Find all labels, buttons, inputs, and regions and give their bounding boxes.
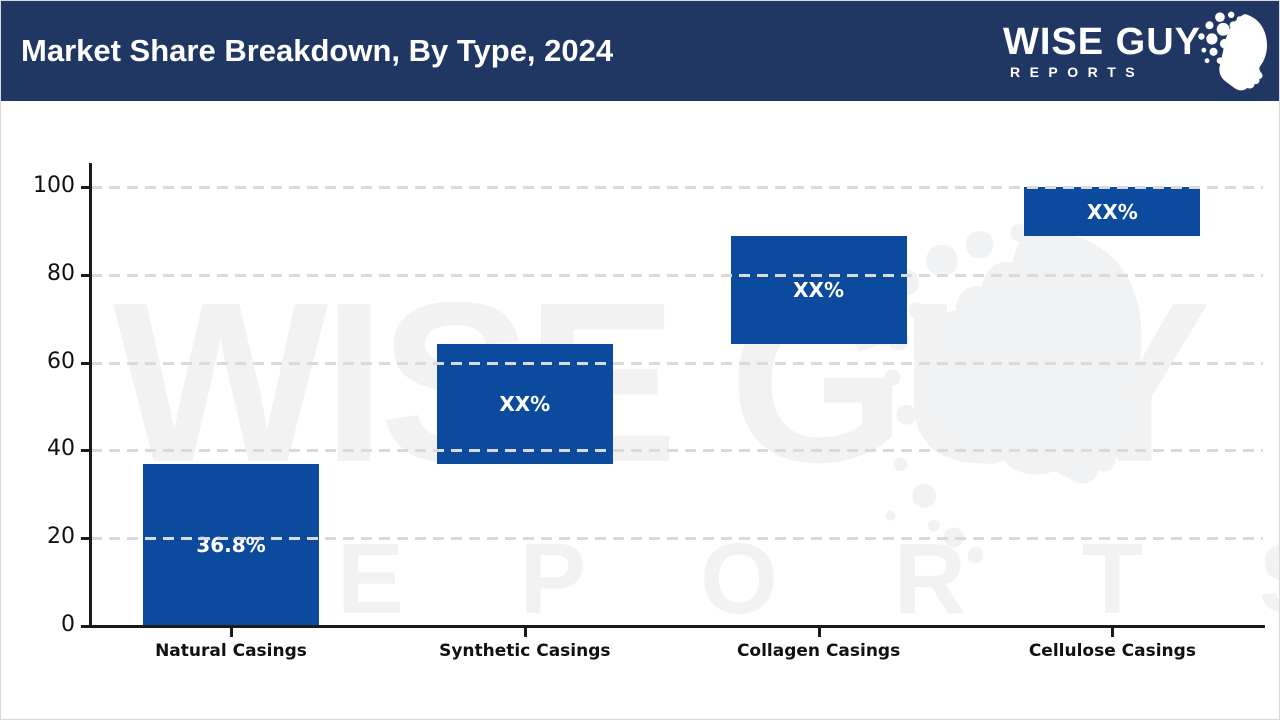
y-axis-tick-label-80: 80: [47, 260, 75, 286]
y-axis-tick-80: [81, 273, 90, 277]
y-axis-tick-label-60: 60: [47, 348, 75, 374]
x-axis-label-synthetic-casings: Synthetic Casings: [439, 641, 611, 661]
x-axis-tick-cellulose-casings: [1111, 628, 1115, 637]
y-axis-tick-label-40: 40: [47, 436, 75, 462]
y-axis-spine: [89, 163, 92, 628]
bar-value-label-cellulose-casings: XX%: [1086, 199, 1138, 224]
brand-head-icon: [1198, 11, 1268, 91]
x-axis-label-natural-casings: Natural Casings: [155, 641, 307, 661]
gridline-60: [91, 361, 1263, 365]
bar-value-label-synthetic-casings: XX%: [499, 392, 551, 417]
x-axis-label-cellulose-casings: Cellulose Casings: [1028, 641, 1196, 661]
bar-natural-casings: 36.8%: [143, 464, 319, 626]
brand-subtitle: REPORTS: [1009, 64, 1145, 80]
y-axis-tick-20: [81, 537, 90, 541]
x-axis-tick-collagen-casings: [817, 628, 821, 637]
watermark-text-2: R E P O R T S: [149, 523, 1280, 635]
header-bar: Market Share Breakdown, By Type, 2024 WI…: [1, 1, 1279, 101]
y-axis-tick-0: [81, 625, 90, 628]
gridline-80: [91, 273, 1263, 277]
y-axis-tick-100: [81, 186, 90, 189]
bar-value-label-collagen-casings: XX%: [793, 278, 845, 303]
gridline-20: [91, 537, 1263, 541]
bar-cellulose-casings: XX%: [1024, 187, 1201, 237]
chart-title: Market Share Breakdown, By Type, 2024: [21, 33, 614, 68]
x-axis-tick-synthetic-casings: [523, 628, 527, 637]
x-axis-spine: [89, 625, 1265, 628]
brand-text: WISE GUY REPORTS: [1003, 23, 1201, 79]
gridline-40: [91, 449, 1263, 453]
x-axis-label-collagen-casings: Collagen Casings: [736, 641, 901, 661]
bar-collagen-casings: XX%: [730, 236, 907, 345]
y-axis-tick-label-0: 0: [61, 612, 75, 637]
gridline-100: [91, 186, 1263, 189]
brand-name: WISE GUY: [1002, 21, 1201, 63]
brand-logo: WISE GUY REPORTS: [1003, 7, 1269, 95]
x-axis-tick-natural-casings: [230, 628, 233, 637]
y-axis-tick-label-20: 20: [47, 524, 75, 550]
y-axis-tick-label-100: 100: [33, 173, 75, 198]
y-axis-tick-60: [81, 361, 90, 365]
watermark-head-dots: [884, 220, 1145, 564]
y-axis-tick-40: [81, 449, 90, 453]
